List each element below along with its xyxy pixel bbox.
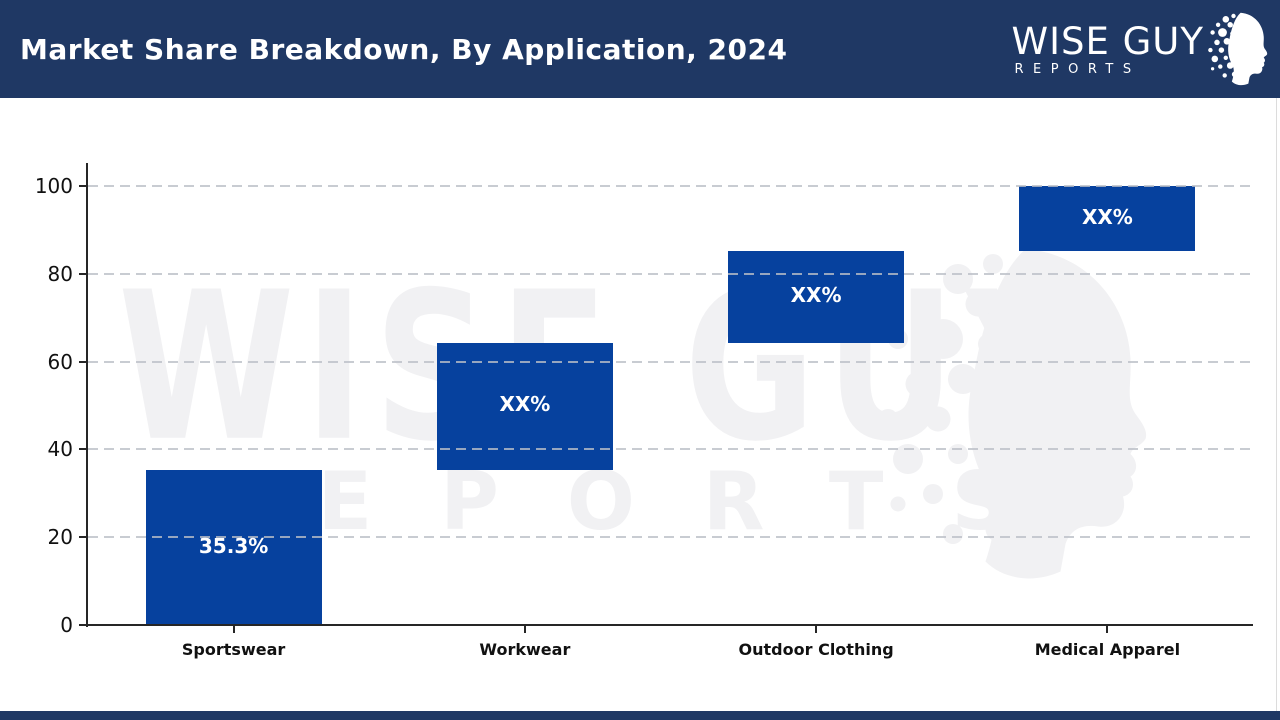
watermark-head-icon (878, 249, 1147, 579)
chart-area: 0 20 40 60 80 100 35.3% Sportswear XX% Workwear XX… (0, 98, 1280, 711)
bar-value-label: 35.3% (198, 533, 269, 558)
y-tick-label: 80 (47, 261, 73, 286)
x-category-label: Workwear (479, 640, 571, 659)
x-tick (1106, 626, 1109, 633)
bar (145, 470, 322, 625)
y-tick-label: 20 (47, 525, 73, 550)
brand-logo: WISE GUY REPORTS (1012, 0, 1272, 98)
gridline (88, 536, 1253, 539)
y-tick (79, 448, 86, 451)
y-tick-label: 0 (60, 613, 73, 637)
watermark-subtitle-text: REPORTS (188, 455, 1078, 548)
page-title: Market Share Breakdown, By Application, … (20, 32, 788, 66)
x-category-label: Outdoor Clothing (738, 640, 894, 659)
plot-right-border (1276, 98, 1277, 711)
gridline (88, 448, 1253, 451)
y-tick (79, 624, 86, 626)
gridline (88, 360, 1253, 363)
bar (1019, 186, 1196, 251)
x-category-label: Sportswear (181, 640, 286, 659)
y-tick (79, 272, 86, 275)
gridline (88, 185, 1253, 187)
y-tick-label: 60 (47, 349, 73, 374)
x-tick (232, 626, 235, 633)
x-tick (523, 626, 526, 633)
bar-value-label: XX% (1081, 204, 1133, 229)
y-tick (79, 360, 86, 363)
header-bar: Market Share Breakdown, By Application, … (0, 0, 1280, 98)
footer-bar (0, 711, 1280, 720)
x-tick (815, 626, 818, 633)
x-category-label: Medical Apparel (1034, 640, 1181, 659)
y-tick (79, 185, 86, 187)
y-tick-label: 40 (47, 437, 73, 462)
brand-name: WISE GUY (1011, 19, 1204, 63)
gridline (88, 272, 1253, 275)
y-tick (79, 536, 86, 539)
bar-value-label: XX% (790, 282, 842, 307)
bar-value-label: XX% (499, 392, 551, 417)
y-axis-line (86, 163, 88, 627)
bar (728, 251, 905, 343)
y-tick-label: 100 (34, 174, 73, 198)
brand-subtitle: REPORTS (1014, 61, 1141, 77)
brand-logo-text: WISE GUY REPORTS (1012, 23, 1204, 76)
x-axis-line (86, 624, 1253, 626)
brand-head-icon (1208, 12, 1268, 86)
